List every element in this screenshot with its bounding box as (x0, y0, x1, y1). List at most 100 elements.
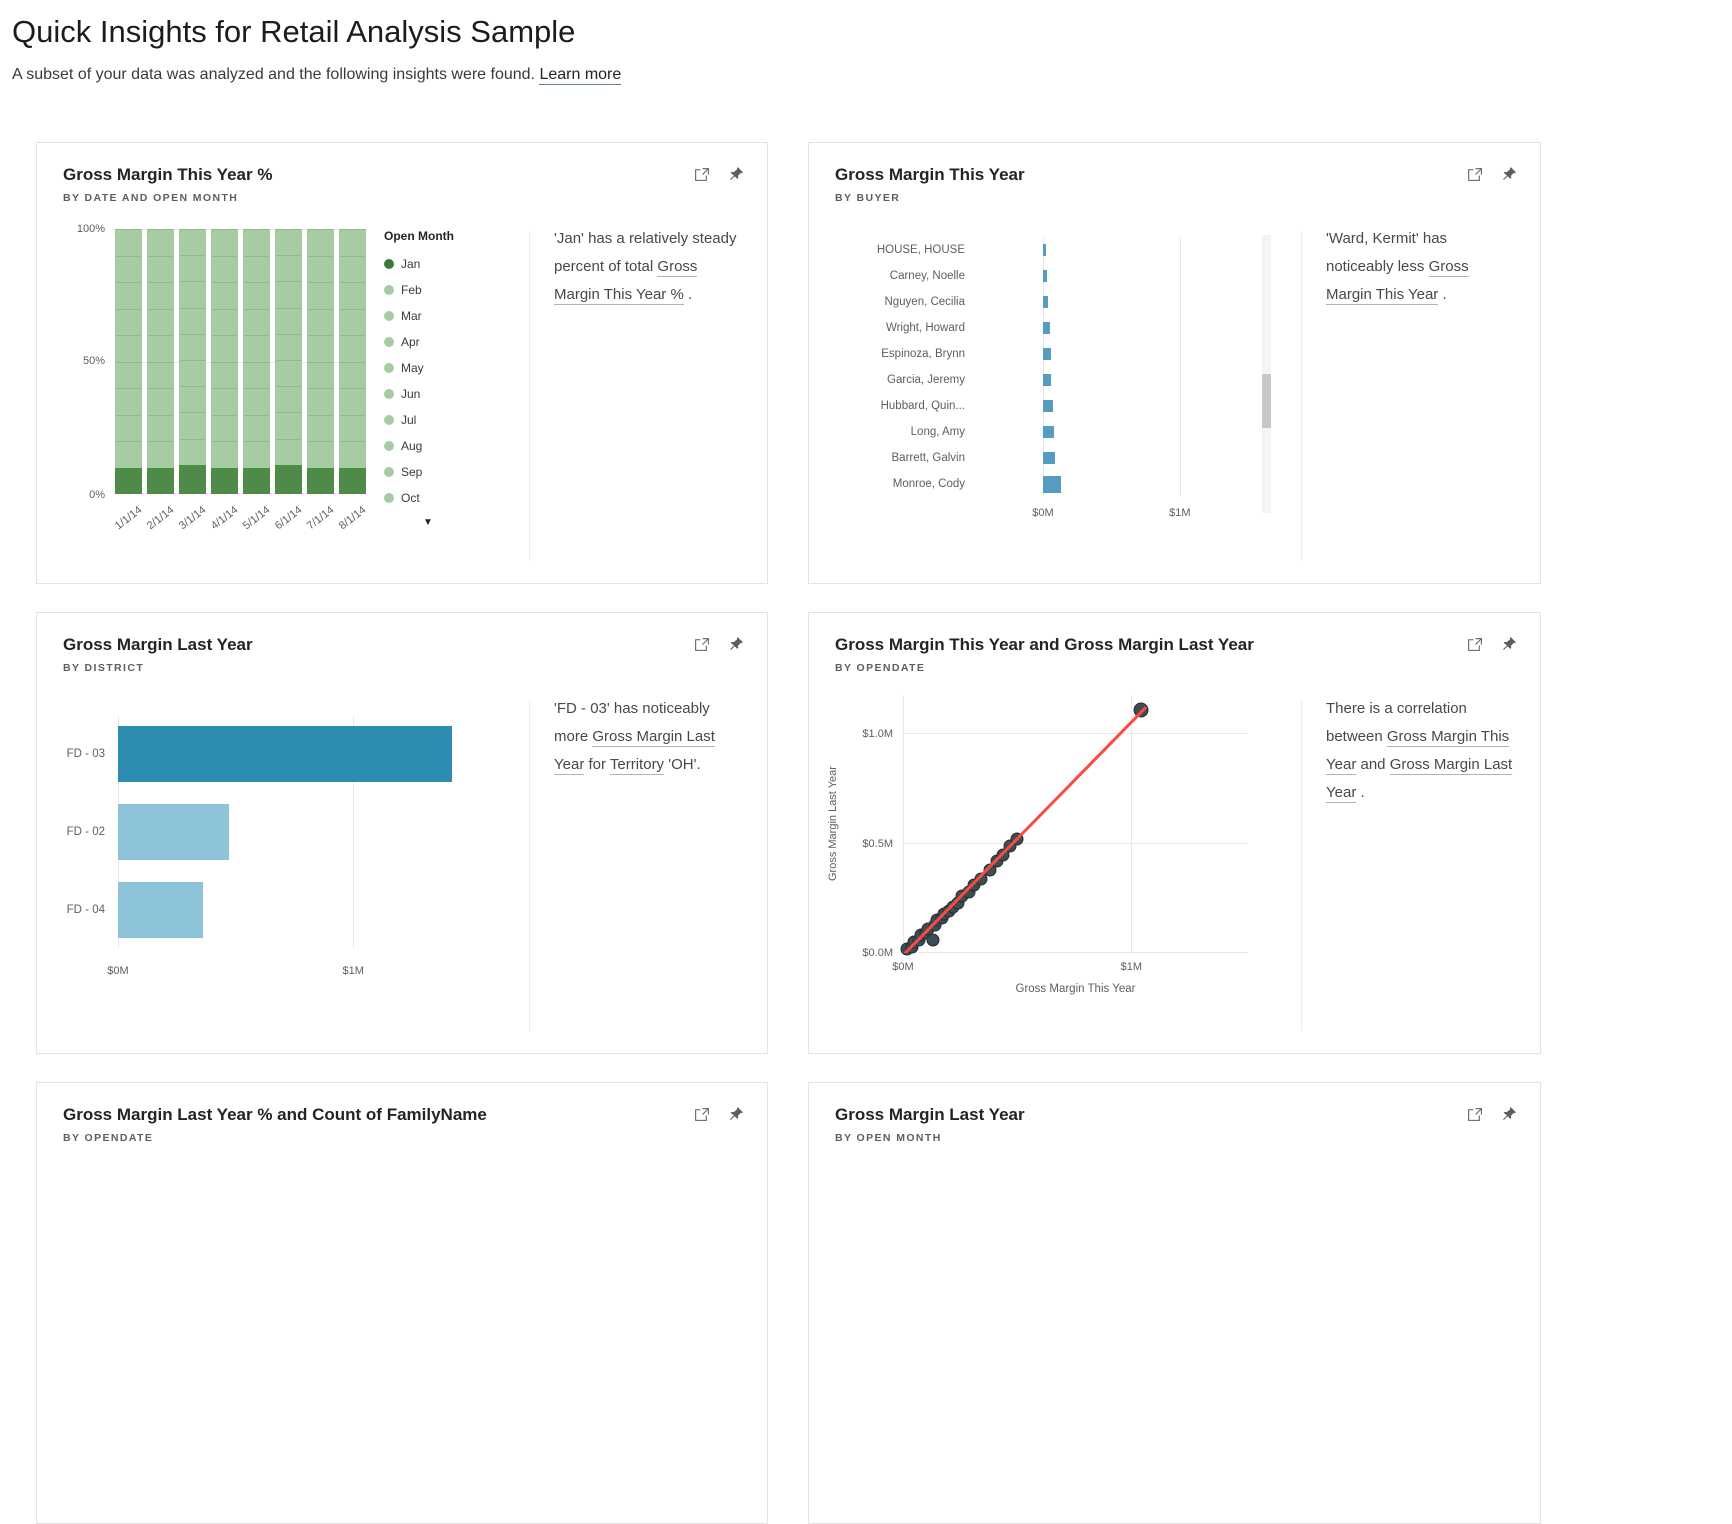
scatter-point[interactable] (1010, 832, 1024, 846)
legend-item[interactable]: Feb (384, 277, 472, 303)
stacked-column[interactable] (115, 229, 142, 494)
card-title: Gross Margin This Year (835, 165, 1025, 184)
stacked-column[interactable] (147, 229, 174, 494)
card-subtitle: BY OPENDATE (63, 1132, 154, 1144)
bar[interactable] (1043, 426, 1054, 438)
legend-dot-icon (384, 285, 394, 295)
x-axis-label: 8/1/14 (336, 504, 369, 533)
legend-dot-icon (384, 415, 394, 425)
card-title: Gross Margin This Year and Gross Margin … (835, 635, 1254, 654)
insight-card-gross-margin-by-district: Gross Margin Last Year BY DISTRICT FD - … (36, 612, 768, 1054)
legend-item[interactable]: Sep (384, 459, 472, 485)
legend-dot-icon (384, 389, 394, 399)
legend-dot-icon (384, 259, 394, 269)
bar[interactable] (1043, 400, 1053, 412)
card-title: Gross Margin Last Year (63, 635, 253, 654)
bar[interactable] (1043, 244, 1046, 256)
page-title: Quick Insights for Retail Analysis Sampl… (12, 14, 576, 49)
legend-item[interactable]: Jul (384, 407, 472, 433)
pin-icon[interactable] (727, 165, 745, 183)
card-subtitle: BY BUYER (835, 192, 901, 204)
pin-icon[interactable] (1500, 165, 1518, 183)
y-axis: 100% 50% 0% (76, 223, 105, 501)
insight-card-gross-margin-last-year-by-open-month: Gross Margin Last Year BY OPEN MONTH (808, 1082, 1541, 1524)
legend-item[interactable]: Mar (384, 303, 472, 329)
legend-item[interactable]: Oct (384, 485, 472, 511)
card-subtitle: BY DISTRICT (63, 662, 145, 674)
legend-title: Open Month (384, 229, 454, 243)
x-axis-label: 5/1/14 (240, 504, 273, 533)
stacked-column[interactable] (275, 229, 302, 494)
card-subtitle: BY OPENDATE (835, 662, 926, 674)
category-label: Wright, Howard (885, 322, 965, 334)
bar[interactable] (1043, 322, 1050, 334)
focus-mode-icon[interactable] (693, 635, 711, 653)
horizontal-bar-chart: HOUSE, HOUSE Carney, Noelle Nguyen, Cecili… (809, 223, 1301, 583)
category-label: Monroe, Cody (892, 478, 965, 490)
legend-dot-icon (384, 337, 394, 347)
pin-icon[interactable] (727, 1105, 745, 1123)
category-label: FD - 03 (66, 748, 105, 760)
bar[interactable] (118, 726, 453, 782)
bar[interactable] (1043, 374, 1052, 386)
bar[interactable] (1043, 475, 1061, 493)
scatter-chart: Gross Margin Last Year $1.0M $0.5M $0.0M $… (809, 693, 1301, 1053)
pin-icon[interactable] (727, 635, 745, 653)
bar[interactable] (1043, 452, 1056, 464)
insight-text: 'FD - 03' has noticeably more Gross Marg… (554, 700, 715, 775)
bar[interactable] (1043, 348, 1051, 360)
scrollbar[interactable] (1262, 235, 1271, 513)
focus-mode-icon[interactable] (1466, 635, 1484, 653)
scatter-point[interactable] (1133, 702, 1149, 718)
legend-item[interactable]: Jan (384, 251, 472, 277)
legend-item[interactable]: Aug (384, 433, 472, 459)
insight-card-correlation-scatter: Gross Margin This Year and Gross Margin … (808, 612, 1541, 1054)
category-label: Barrett, Galvin (891, 452, 966, 464)
legend-dot-icon (384, 467, 394, 477)
pin-icon[interactable] (1500, 635, 1518, 653)
card-subtitle: BY OPEN MONTH (835, 1132, 942, 1144)
legend-item[interactable]: May (384, 355, 472, 381)
x-axis-label: 6/1/14 (272, 504, 305, 533)
insight-text: 'Ward, Kermit' has noticeably less Gross… (1326, 230, 1469, 305)
category-label: HOUSE, HOUSE (876, 244, 965, 256)
insight-card-gross-margin-last-year-pct-count: Gross Margin Last Year % and Count of Fa… (36, 1082, 768, 1524)
horizontal-bar-chart: FD - 03 FD - 02 FD - 04 $0M $1M (37, 693, 529, 1053)
focus-mode-icon[interactable] (1466, 165, 1484, 183)
focus-mode-icon[interactable] (1466, 1105, 1484, 1123)
insight-text: There is a correlation between Gross Mar… (1326, 700, 1513, 803)
bar[interactable] (1043, 296, 1049, 308)
category-label: Carney, Noelle (889, 270, 965, 282)
stacked-column[interactable] (243, 229, 270, 494)
learn-more-link[interactable]: Learn more (539, 66, 622, 85)
stacked-column[interactable] (211, 229, 238, 494)
divider (529, 231, 530, 561)
bar[interactable] (1043, 270, 1048, 282)
legend-dot-icon (384, 311, 394, 321)
insight-card-grid: Gross Margin This Year % BY DATE AND OPE… (36, 142, 1732, 1524)
focus-mode-icon[interactable] (693, 165, 711, 183)
card-title: Gross Margin This Year % (63, 165, 273, 184)
divider (1301, 701, 1302, 1031)
stacked-column[interactable] (179, 229, 206, 494)
category-label: Espinoza, Brynn (881, 348, 965, 360)
stacked-bar-chart: 100% 50% 0% 1/1/14 2/1/14 3/1/14 4/1/14 5/1/14… (37, 223, 529, 583)
divider (529, 701, 530, 1031)
insight-card-gross-margin-by-buyer: Gross Margin This Year BY BUYER HOUSE, H… (808, 142, 1541, 584)
legend: Open Month Jan Feb Mar Apr May Jun Jul Aug Sep Oct… (384, 229, 472, 552)
legend-scroll-down-icon[interactable]: ▼ (423, 517, 433, 528)
stacked-column[interactable] (339, 229, 366, 494)
pin-icon[interactable] (1500, 1105, 1518, 1123)
x-axis-label: 7/1/14 (304, 504, 337, 533)
bar[interactable] (118, 882, 203, 938)
focus-mode-icon[interactable] (693, 1105, 711, 1123)
legend-item[interactable]: Jun (384, 381, 472, 407)
page-subtitle-text: A subset of your data was analyzed and t… (12, 66, 535, 83)
legend-dot-icon (384, 363, 394, 373)
card-title: Gross Margin Last Year (835, 1105, 1025, 1124)
scatter-point[interactable] (926, 933, 940, 947)
bar[interactable] (118, 804, 229, 860)
stacked-column[interactable] (307, 229, 334, 494)
scrollbar-thumb[interactable] (1262, 374, 1271, 428)
legend-item[interactable]: Apr (384, 329, 472, 355)
